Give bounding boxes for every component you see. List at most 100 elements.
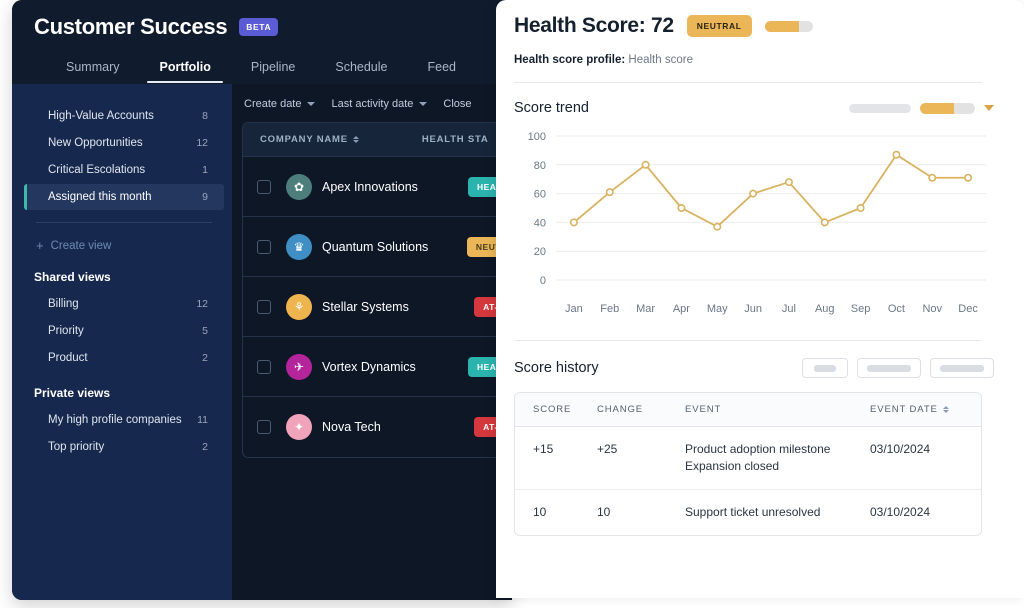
svg-text:0: 0 [540,275,546,287]
avatar: ✦ [286,414,312,440]
tab-pipeline[interactable]: Pipeline [250,60,296,74]
table-row[interactable]: ✿Apex InnovationsHEALTHY [243,157,512,217]
skeleton-button[interactable] [802,358,848,378]
svg-text:100: 100 [528,131,546,143]
sidebar-item-label: High-Value Accounts [48,110,154,122]
skeleton-button[interactable] [857,358,921,378]
table-row[interactable]: +15 +25 Product adoption milestone Expansio… [515,427,981,491]
filter-close[interactable]: Close [443,98,471,110]
filter-bar: Create date Last activity date Close [232,84,512,122]
sort-icon[interactable] [352,136,359,143]
score-history-header: Score history [514,358,994,378]
row-checkbox[interactable] [257,179,271,194]
tab-portfolio[interactable]: Portfolio [139,60,230,83]
sidebar-item-count: 2 [202,352,208,364]
avatar: ✿ [286,173,312,200]
profile-label: Health score profile: [514,54,626,66]
sidebar-item-high-value-accounts[interactable]: High-Value Accounts 8 [24,103,224,129]
column-header-event-date[interactable]: EVENT DATE [870,404,981,415]
score-trend-title: Score trend [514,100,589,116]
column-header-change: CHANGE [597,404,644,415]
table-row[interactable]: ✈Vortex DynamicsHEALTHY [243,337,512,397]
history-change: 10 [597,505,611,520]
column-header-company-name[interactable]: COMPANY NAME [243,134,422,145]
svg-text:Jul: Jul [782,303,796,315]
svg-text:Mar: Mar [636,303,655,315]
row-checkbox[interactable] [257,359,271,374]
company-name: Quantum Solutions [322,239,429,254]
sidebar-item-label: Top priority [48,441,105,453]
svg-text:40: 40 [534,217,546,229]
filter-last-activity-date[interactable]: Last activity date [331,98,428,110]
chart-svg: 0 20 40 60 80 100 Jan Feb Mar Apr May Jun Jul Aug Sep O… [528,131,986,315]
profile-value: Health score [628,54,693,66]
title-row: Customer Success BETA [12,0,512,40]
svg-text:Apr: Apr [673,303,690,315]
filter-label: Last activity date [331,98,414,110]
chevron-down-icon[interactable] [307,102,316,106]
sidebar-item-product[interactable]: Product 2 [24,345,224,371]
column-header-score: SCORE [533,404,572,415]
avatar: ⚘ [286,293,312,320]
sort-icon[interactable] [942,406,949,413]
svg-text:Nov: Nov [922,303,942,315]
sidebar-item-label: Billing [48,298,79,310]
sidebar-item-priority[interactable]: Priority 5 [24,318,224,344]
sidebar-item-label: Priority [48,325,84,337]
tab-summary[interactable]: Summary [66,60,120,74]
detail-panel: Health Score: 72 NEUTRAL Health score pr… [496,0,1024,598]
status-badge: NEUTRAL [686,15,752,37]
score-trend-controls [849,102,994,114]
sidebar-item-count: 2 [202,441,208,453]
private-views-heading: Private views [34,386,111,400]
chevron-down-icon[interactable] [419,102,428,106]
sidebar-item-label: New Opportunities [48,137,143,149]
row-checkbox[interactable] [257,420,271,434]
filter-create-date[interactable]: Create date [244,98,316,110]
svg-text:Feb: Feb [600,303,619,315]
sidebar-divider [36,222,212,223]
divider-2 [514,340,982,341]
skeleton-pill [849,103,911,113]
app-topbar: Customer Success BETA Summary Portfolio Pi… [12,0,512,84]
company-name: Nova Tech [322,420,381,434]
sidebar-item-label: Critical Escolations [48,164,146,176]
plus-icon: + [36,238,44,253]
sidebar-item-assigned-this-month[interactable]: Assigned this month 9 [24,184,224,210]
table-row[interactable]: ✦Nova TechAT-RISK [243,397,512,457]
svg-text:20: 20 [534,246,546,258]
sidebar-item-new-opportunities[interactable]: New Opportunities 12 [24,130,224,156]
score-history-title: Score history [514,360,599,376]
sidebar-item-my-high-profile-companies[interactable]: My high profile companies 11 [24,407,224,433]
filter-label: Close [443,98,472,110]
sidebar-item-critical-escolations[interactable]: Critical Escolations 1 [24,157,224,183]
history-event: Support ticket unresolved [685,505,821,520]
shared-views-heading: Shared views [34,270,111,284]
tab-feed[interactable]: Feed [427,60,456,74]
skeleton-button[interactable] [930,358,994,378]
sidebar-item-label: Assigned this month [48,191,152,203]
row-checkbox[interactable] [257,239,271,254]
sidebar-item-count: 12 [196,137,208,149]
divider [514,82,982,83]
row-checkbox[interactable] [257,299,271,314]
table-row[interactable]: ♛Quantum SolutionsNEUTRAL [243,217,512,277]
create-view-button[interactable]: + Create view [12,235,232,256]
table-row[interactable]: 10 10 Support ticket unresolved 03/10/2024 [515,490,981,535]
sidebar-item-top-priority[interactable]: Top priority 2 [24,434,224,460]
health-score-profile: Health score profile: Health score [514,54,994,66]
tab-schedule[interactable]: Schedule [335,60,388,74]
column-header-health-status[interactable]: HEALTH STA [422,134,512,145]
chevron-down-icon[interactable] [984,105,994,111]
history-score: 10 [533,505,547,520]
company-list-panel: Create date Last activity date Close COMPA… [232,84,512,600]
sidebar-item-count: 9 [202,191,208,203]
svg-text:Jan: Jan [565,303,583,315]
svg-text:Aug: Aug [815,303,835,315]
svg-text:60: 60 [534,189,546,201]
sidebar-item-billing[interactable]: Billing 12 [24,291,224,317]
company-table: COMPANY NAME HEALTH STA ✿ Apex Innovation… [242,122,512,458]
page-title: Customer Success [34,14,228,39]
table-row[interactable]: ⚘Stellar SystemsAT-RISK [243,277,512,337]
